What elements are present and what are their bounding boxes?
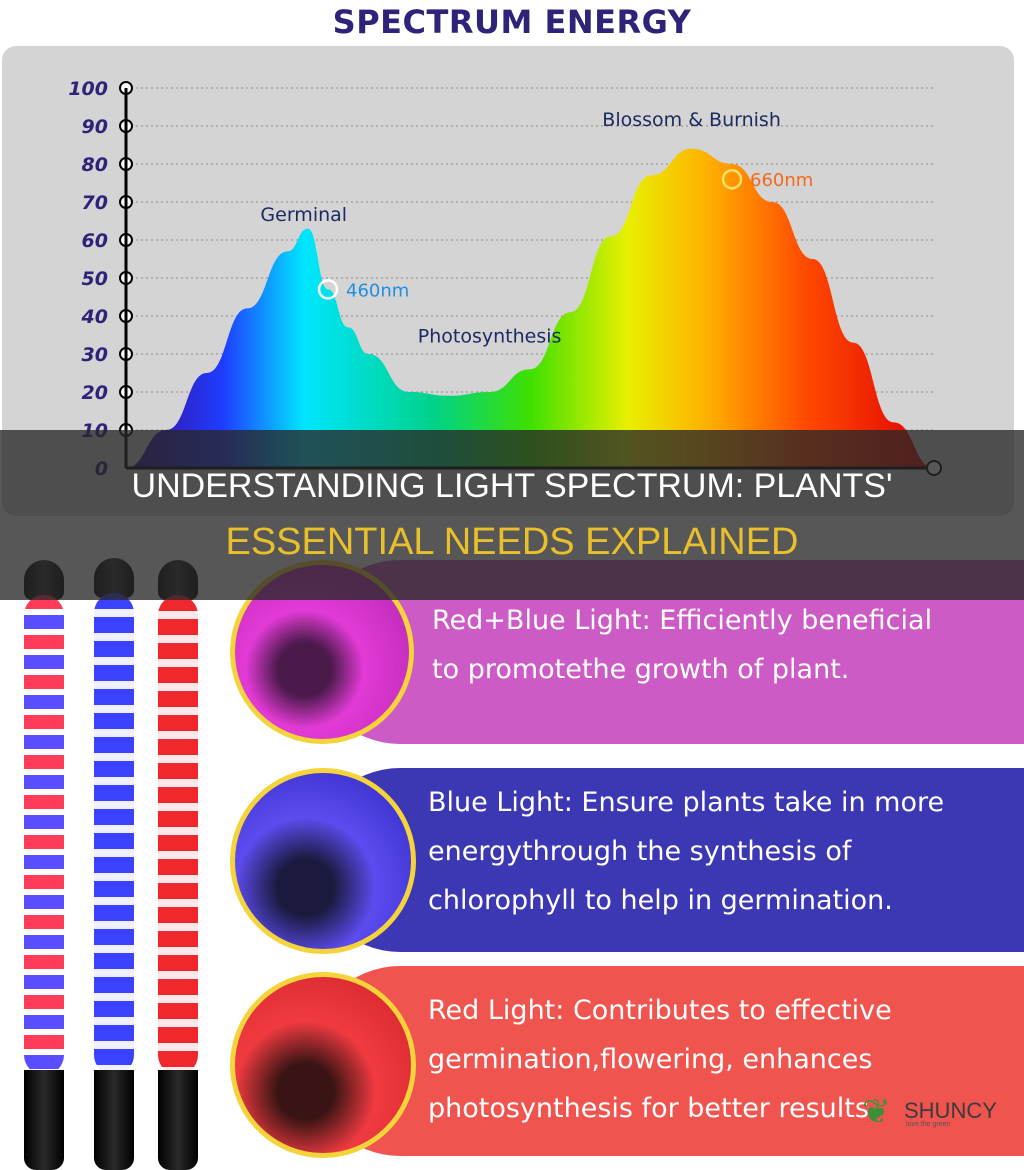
y-tick-label: 100 [68,78,108,100]
chart-title: SPECTRUM ENERGY [332,3,692,41]
y-tick-label: 80 [82,154,108,176]
card-2-line-1: Blue Light: Ensure plants take in more [428,787,945,818]
y-tick-label: 40 [81,306,108,328]
annotation-label: 460nm [346,280,409,301]
annotation-label: Germinal [260,204,347,226]
annotation-label: Blossom & Burnish [602,109,781,131]
annotation-marker [317,279,339,300]
y-tick-label: 20 [82,382,108,404]
card-2-line-2: energythrough the synthesis of [428,836,852,867]
leaf-icon: ❦ [862,1092,891,1132]
watermark-brand: SHUNCY [904,1098,997,1123]
spectrum-area [126,148,934,469]
y-tick-label: 30 [82,344,108,366]
annotation-label: Photosynthesis [418,326,562,348]
headline-line-1: UNDERSTANDING LIGHT SPECTRUM: PLANTS' [131,467,893,505]
annotation-marker [721,168,743,190]
card-bg [310,966,1024,1156]
card-3-line-3: photosynthesis for better results. [428,1093,878,1124]
card-3-line-1: Red Light: Contributes to effective [428,995,892,1026]
card-2-line-3: chlorophyll to help in germination. [428,885,893,916]
y-tick-label: 60 [82,230,108,252]
card-bg [310,768,1024,952]
headline: UNDERSTANDING LIGHT SPECTRUM: PLANTS' ES… [0,458,1024,570]
card-3-line-2: germination,flowering, enhances [428,1044,873,1075]
info-card-red: Red Light: Contributes to effective germ… [230,966,1024,1158]
red-light-photo [230,972,416,1158]
watermark-tagline: love the green [906,1121,951,1128]
info-card-blue: Blue Light: Ensure plants take in more e… [230,768,1024,954]
headline-line-2: ESSENTIAL NEEDS EXPLAINED [225,521,799,563]
card-1-line-2: to promotethe growth of plant. [432,654,850,685]
blue-light-photo [230,768,416,954]
card-1-line-1: Red+Blue Light: Efficiently beneficial [432,605,933,636]
y-tick-label: 90 [82,116,108,138]
y-tick-label: 50 [82,268,108,290]
annotation-label: 660nm [750,170,813,191]
y-tick-label: 70 [82,192,108,214]
headline-band [0,430,1024,600]
